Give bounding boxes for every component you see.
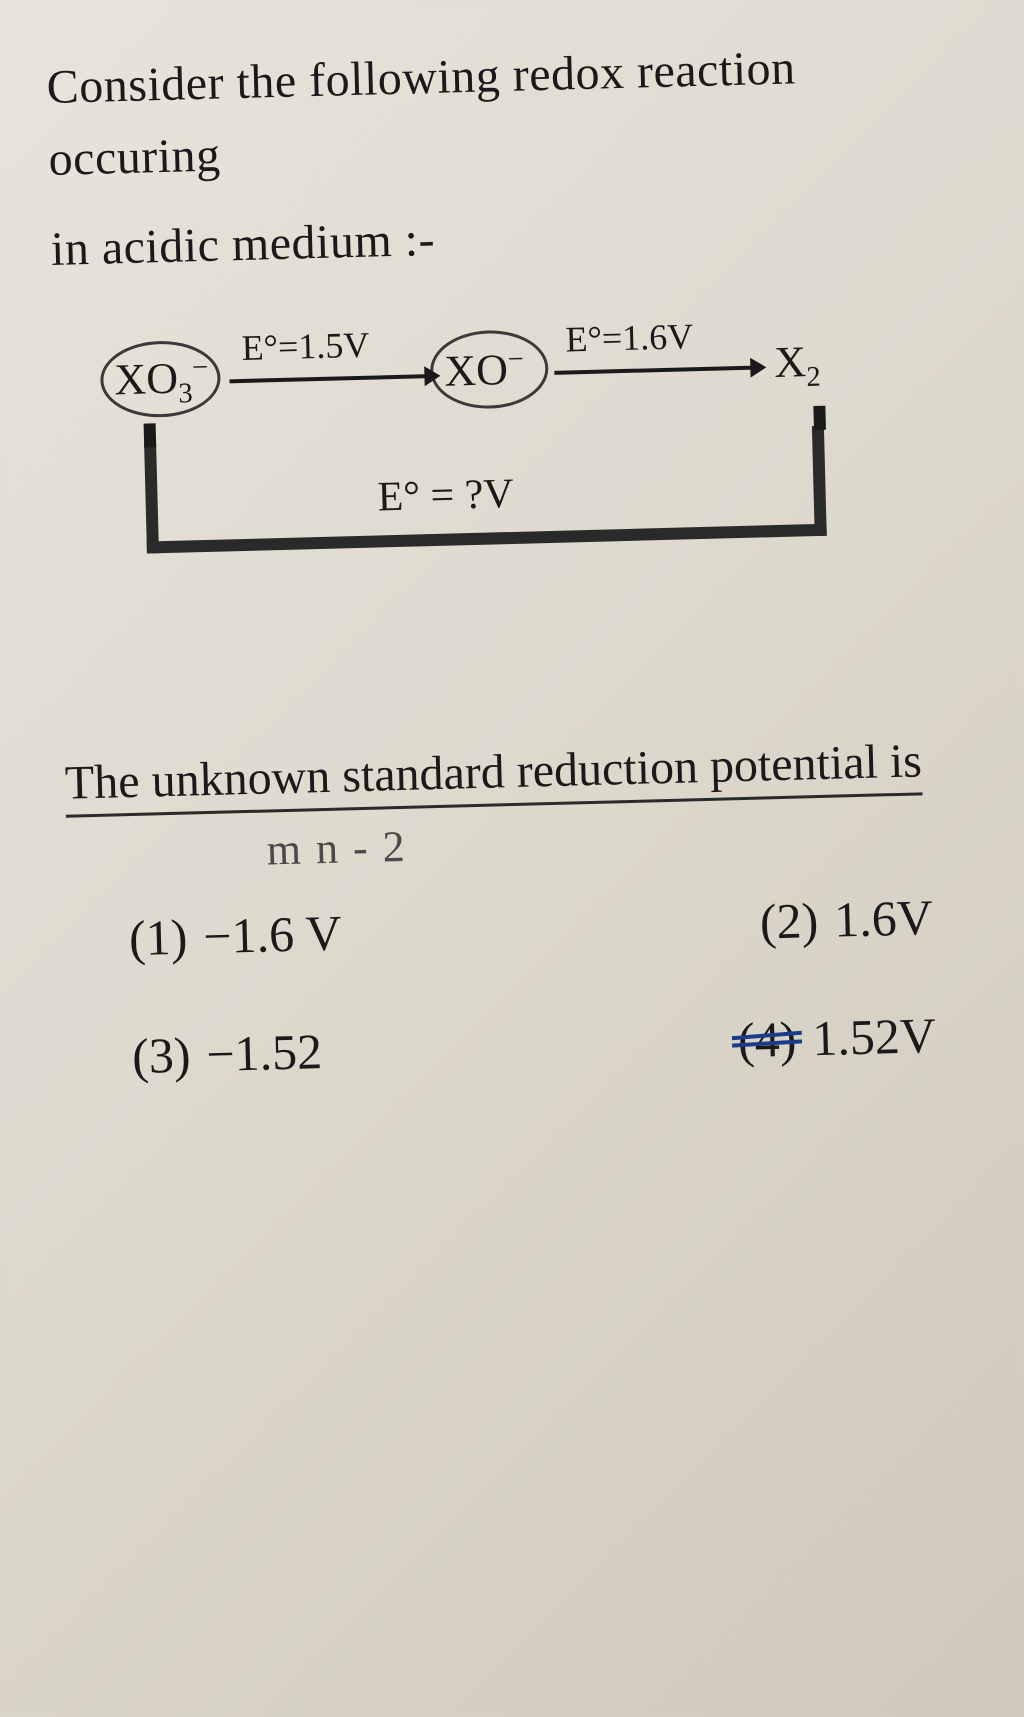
redox-diagram: XO3− XO− X2 E°=1.5V E°=1.6V E° = ?V (113, 293, 927, 694)
option-2-num: (2) (759, 891, 819, 951)
option-3-val: −1.52 (206, 1022, 323, 1083)
options-container: (1) −1.6 V (2) 1.6V (3) −1.52 (4) 1.52V (68, 887, 976, 1087)
option-3: (3) −1.52 (131, 1022, 322, 1085)
option-2-val: 1.6V (833, 888, 933, 949)
option-4-num: (4) (737, 1010, 797, 1070)
arrow-top-left-head (424, 366, 441, 386)
option-2: (2) 1.6V (759, 888, 933, 951)
option-4-val: 1.52V (812, 1006, 937, 1067)
species-right: X2 (774, 336, 822, 395)
option-3-num: (3) (131, 1026, 191, 1086)
unknown-text: The unknown standard reduction potential… (64, 733, 922, 817)
option-row-2: (3) −1.52 (4) 1.52V (71, 1005, 976, 1087)
stub-right (813, 406, 826, 430)
option-1: (1) −1.6 V (128, 904, 342, 968)
option-1-val: −1.6 V (203, 904, 343, 966)
option-4: (4) 1.52V (737, 1006, 936, 1069)
question-line-1: Consider the following redox reaction oc… (46, 28, 953, 196)
arrow-top-right-head (750, 357, 767, 377)
arrow-top-left-line (229, 374, 429, 383)
species-middle: XO− (444, 344, 525, 397)
question-line-2: in acidic medium :- (50, 190, 956, 286)
species-left: XO3− (114, 352, 209, 412)
arrow-top-left-label: E°=1.5V (241, 324, 370, 369)
arrow-top-right-label: E°=1.6V (565, 315, 694, 360)
stub-left (144, 423, 157, 447)
page-content: Consider the following redox reaction oc… (0, 0, 1024, 1188)
arrow-bottom-label: E° = ?V (377, 470, 514, 522)
option-1-num: (1) (128, 908, 188, 968)
option-row-1: (1) −1.6 V (2) 1.6V (68, 887, 973, 969)
arrow-top-right-line (554, 366, 754, 375)
